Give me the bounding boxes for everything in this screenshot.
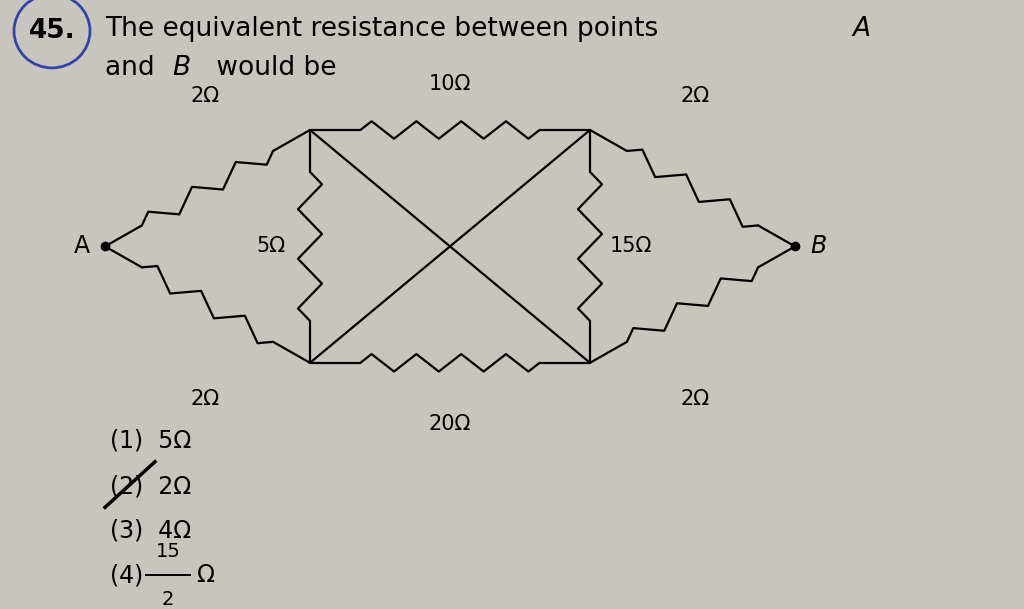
Text: 2Ω: 2Ω (190, 389, 219, 409)
Text: 20Ω: 20Ω (429, 414, 471, 434)
Text: and: and (105, 55, 163, 81)
Text: (2)  2Ω: (2) 2Ω (110, 474, 191, 498)
Text: 2Ω: 2Ω (190, 86, 219, 106)
Text: B: B (172, 55, 190, 81)
Text: 10Ω: 10Ω (429, 74, 471, 94)
Text: (4): (4) (110, 563, 143, 587)
Text: 2: 2 (162, 590, 174, 609)
Text: A: A (74, 234, 90, 258)
Text: (1)  5Ω: (1) 5Ω (110, 428, 191, 452)
Text: 15: 15 (156, 541, 180, 561)
Text: The equivalent resistance between points: The equivalent resistance between points (105, 16, 667, 43)
Text: 2Ω: 2Ω (680, 389, 710, 409)
Text: A: A (852, 16, 870, 43)
Text: would be: would be (208, 55, 337, 81)
Text: 5Ω: 5Ω (256, 236, 285, 256)
Text: Ω: Ω (196, 563, 214, 587)
Text: 2Ω: 2Ω (680, 86, 710, 106)
Text: 15Ω: 15Ω (610, 236, 652, 256)
Text: B: B (810, 234, 826, 258)
Text: (3)  4Ω: (3) 4Ω (110, 519, 191, 543)
Text: 45.: 45. (29, 18, 76, 44)
